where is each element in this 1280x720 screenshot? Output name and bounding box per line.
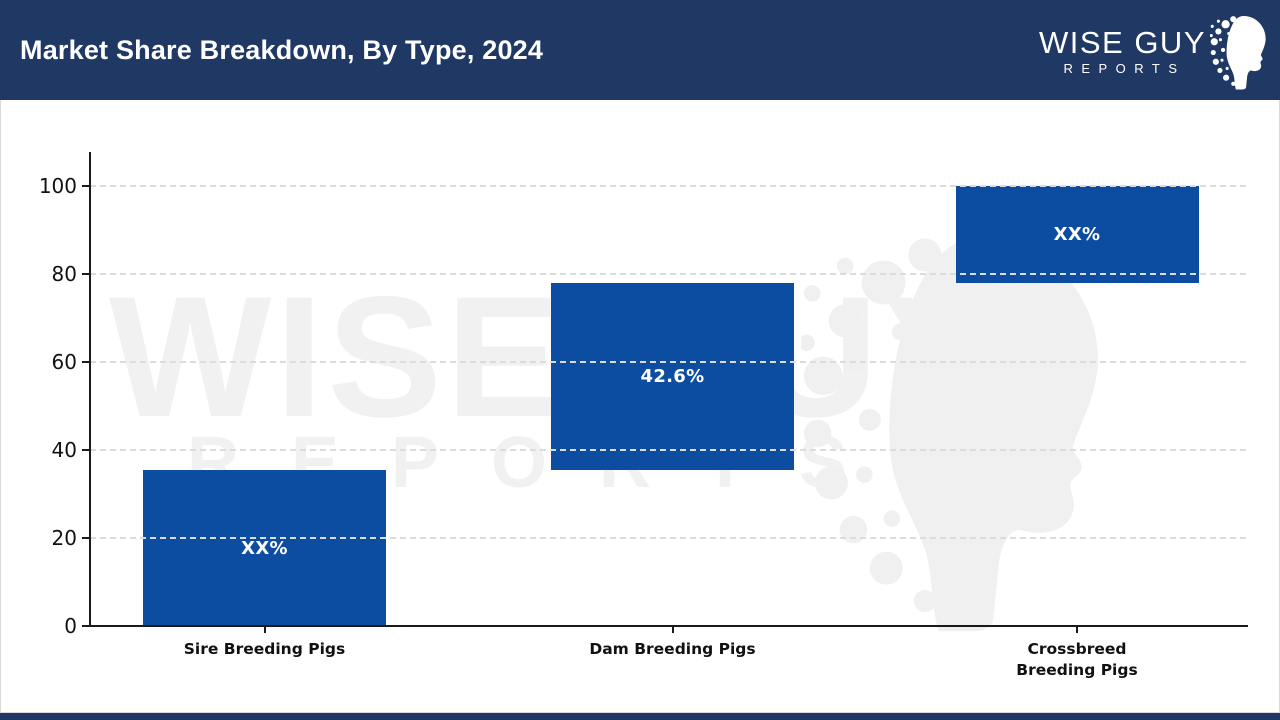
brand-logo: WISE GUY REPORTS [1039,10,1272,92]
y-tick-mark [82,537,89,539]
page-title: Market Share Breakdown, By Type, 2024 [20,34,544,65]
footer-bar [0,713,1280,720]
category-label: Dam Breeding Pigs [589,640,756,658]
y-tick-label: 40 [51,438,77,462]
bar-value-label: XX% [241,537,288,559]
y-tick-label: 80 [51,262,77,286]
y-tick-mark [82,625,89,627]
gridline [90,449,1246,451]
gridline [90,537,1246,539]
chart-area: WISE GUY REPORTS 0 20 40 60 80 100 XX% Sire Bre… [0,100,1280,713]
category-label: Crossbreed Breeding Pigs [1016,640,1138,679]
category-label: Sire Breeding Pigs [183,640,346,658]
bar-value-label: XX% [1053,223,1101,245]
bar-dam-breeding-pigs: 42.6% [551,282,794,471]
x-tick-mark [1076,627,1078,633]
y-tick-mark [82,273,89,275]
logo-reports-text: REPORTS [1063,61,1186,76]
logo-wiseguy-text: WISE GUY [1038,25,1206,60]
bar-value-label: 42.6% [640,366,705,388]
y-tick-mark [82,185,89,187]
y-tick-mark [82,361,89,363]
y-tick-label: 20 [51,526,77,550]
wiseguy-face-icon [1210,13,1272,90]
bar-sire-breeding-pigs: XX% [143,470,386,626]
y-axis-line [89,152,91,627]
watermark-face-icon [801,222,1131,634]
x-axis-line [89,625,1248,627]
x-tick-mark [263,627,266,633]
x-tick-mark [671,627,674,633]
y-tick-label: 100 [38,174,77,198]
logo-wordmark: WISE GUY REPORTS [1038,25,1206,77]
y-tick-mark [82,449,89,451]
y-tick-label: 60 [51,350,77,374]
gridline [90,361,1246,363]
gridline [90,273,1246,275]
gridline [90,185,1246,187]
y-tick-label: 0 [64,614,77,638]
bar-crossbreed-breeding-pigs: XX% [955,186,1199,283]
footer-divider [0,712,1280,713]
header-bar: Market Share Breakdown, By Type, 2024 WI… [0,0,1280,100]
